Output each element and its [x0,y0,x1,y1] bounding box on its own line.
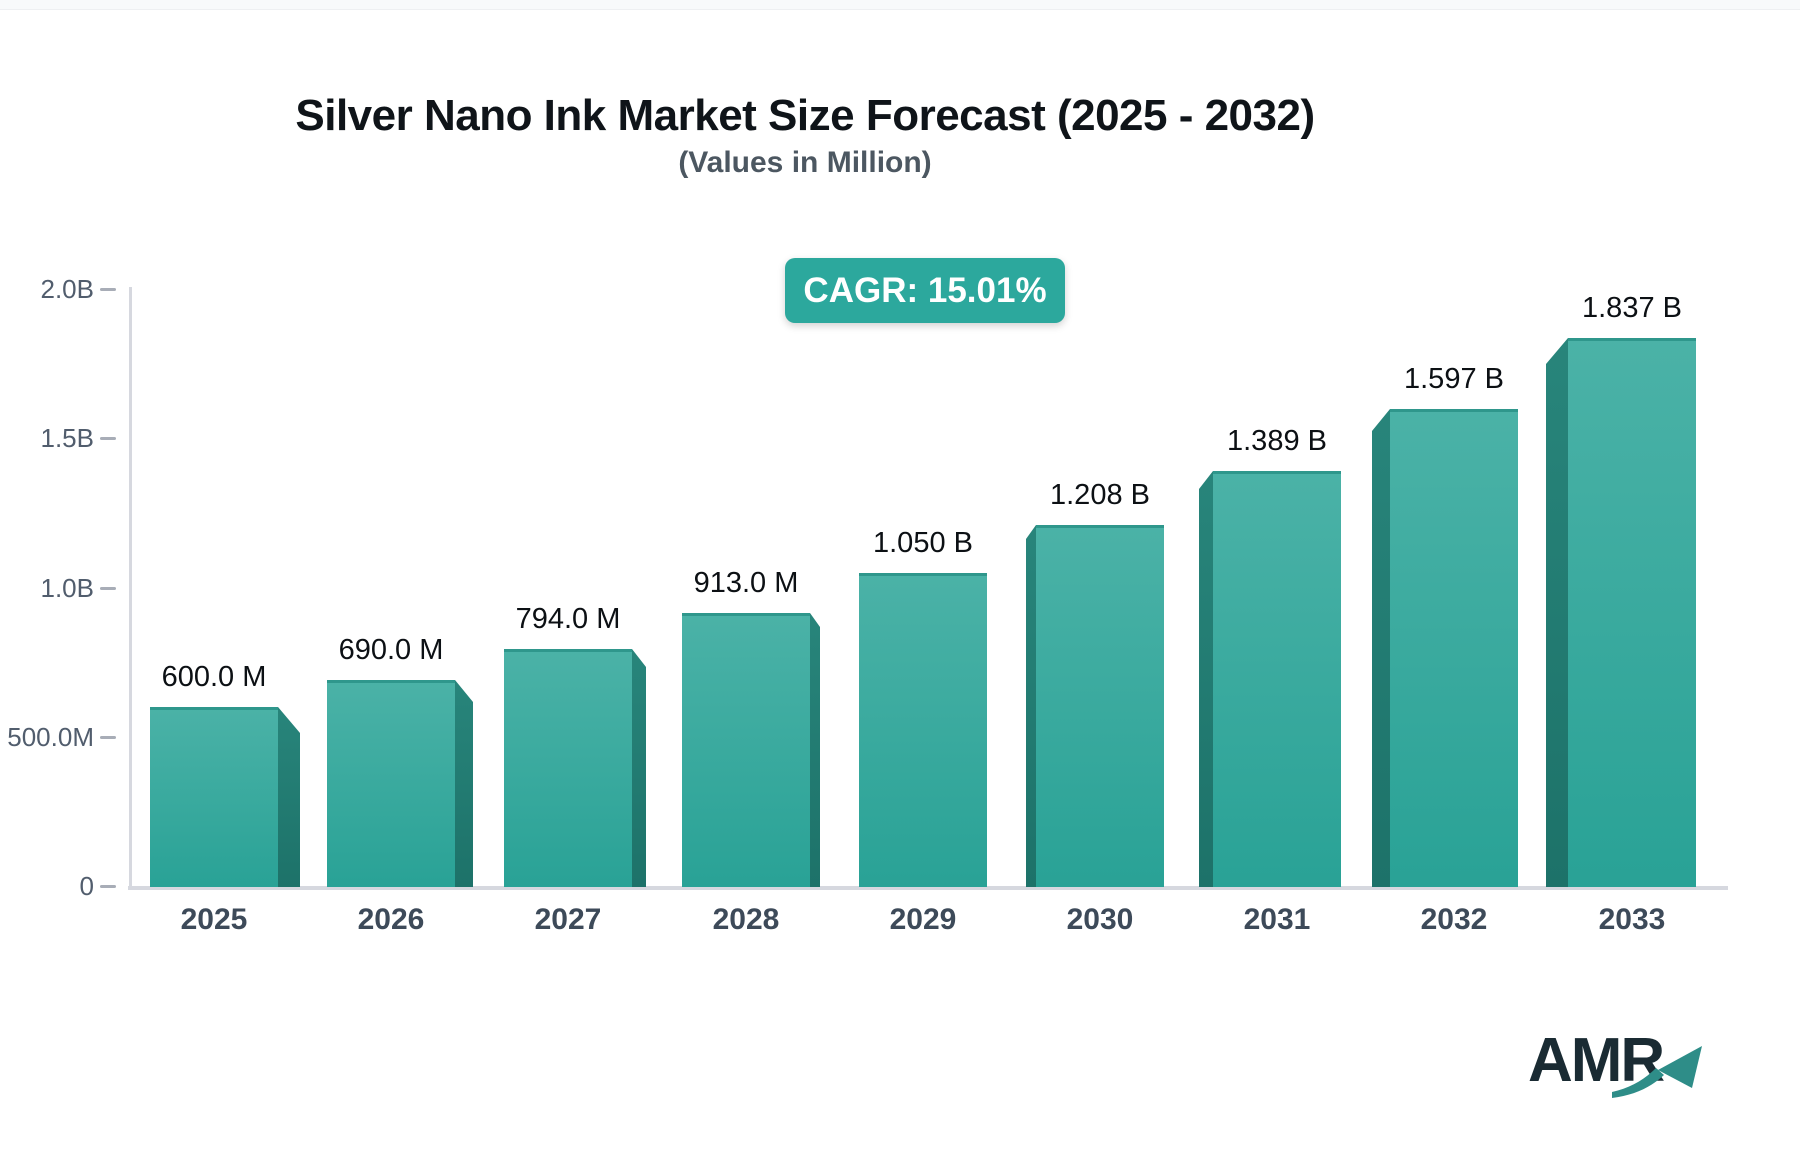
bar-side-2033 [1546,338,1568,887]
y-tick-dash [100,885,116,888]
x-tick-label-2028: 2028 [712,903,780,936]
x-tick-label-2031: 2031 [1243,903,1311,936]
bar-value-label-2032: 1.597 B [1404,363,1504,395]
chart-subtitle: (Values in Million) [678,146,932,179]
bar-value-label-2029: 1.050 B [873,527,973,559]
y-tick-label: 1.5B [40,423,95,453]
bar-value-label-2033: 1.837 B [1582,292,1682,324]
x-tick-label-2026: 2026 [357,903,425,936]
y-axis-line [129,287,132,890]
growth-arrow-icon [1612,1046,1702,1098]
bar-2025 [150,707,278,887]
bar-2027 [504,649,632,887]
cagr-badge: CAGR: 15.01% [785,258,1065,323]
y-tick-label: 500.0M [7,722,94,752]
x-tick-label-2030: 2030 [1066,903,1134,936]
bar-2026 [327,680,455,887]
bar-value-label-2026: 690.0 M [338,634,444,666]
y-tick-dash [100,437,116,440]
bar-side-2032 [1372,409,1390,887]
x-tick-label-2032: 2032 [1420,903,1488,936]
bar-side-2025 [278,707,300,887]
bar-side-2031 [1199,471,1213,887]
x-tick-label-2029: 2029 [889,903,957,936]
bar-side-2026 [455,680,473,887]
bar-side-2028 [810,613,820,887]
y-tick-dash [100,587,116,590]
bar-value-label-2027: 794.0 M [515,603,621,635]
x-tick-label-2025: 2025 [180,903,248,936]
bar-2030 [1036,525,1164,887]
bar-value-label-2025: 600.0 M [161,661,267,693]
bar-side-2027 [632,649,646,887]
y-tick-dash [100,736,116,739]
bar-2029 [859,573,987,887]
y-tick-dash [100,288,116,291]
top-band [0,0,1800,10]
bar-2033 [1568,338,1696,887]
bar-value-label-2028: 913.0 M [693,567,799,599]
y-tick-label: 1.0B [40,573,95,603]
bar-value-label-2031: 1.389 B [1227,425,1327,457]
bar-2031 [1213,471,1341,887]
bar-side-2030 [1026,525,1036,887]
y-tick-label: 2.0B [40,274,95,304]
bar-2028 [682,613,810,887]
amr-logo: AMR [1520,1030,1740,1114]
x-tick-label-2027: 2027 [534,903,602,936]
x-axis-line [128,886,1728,890]
chart-title: Silver Nano Ink Market Size Forecast (20… [295,91,1315,140]
x-tick-label-2033: 2033 [1598,903,1666,936]
bar-value-label-2030: 1.208 B [1050,479,1150,511]
bar-2032 [1390,409,1518,887]
y-tick-label: 0 [79,871,94,901]
